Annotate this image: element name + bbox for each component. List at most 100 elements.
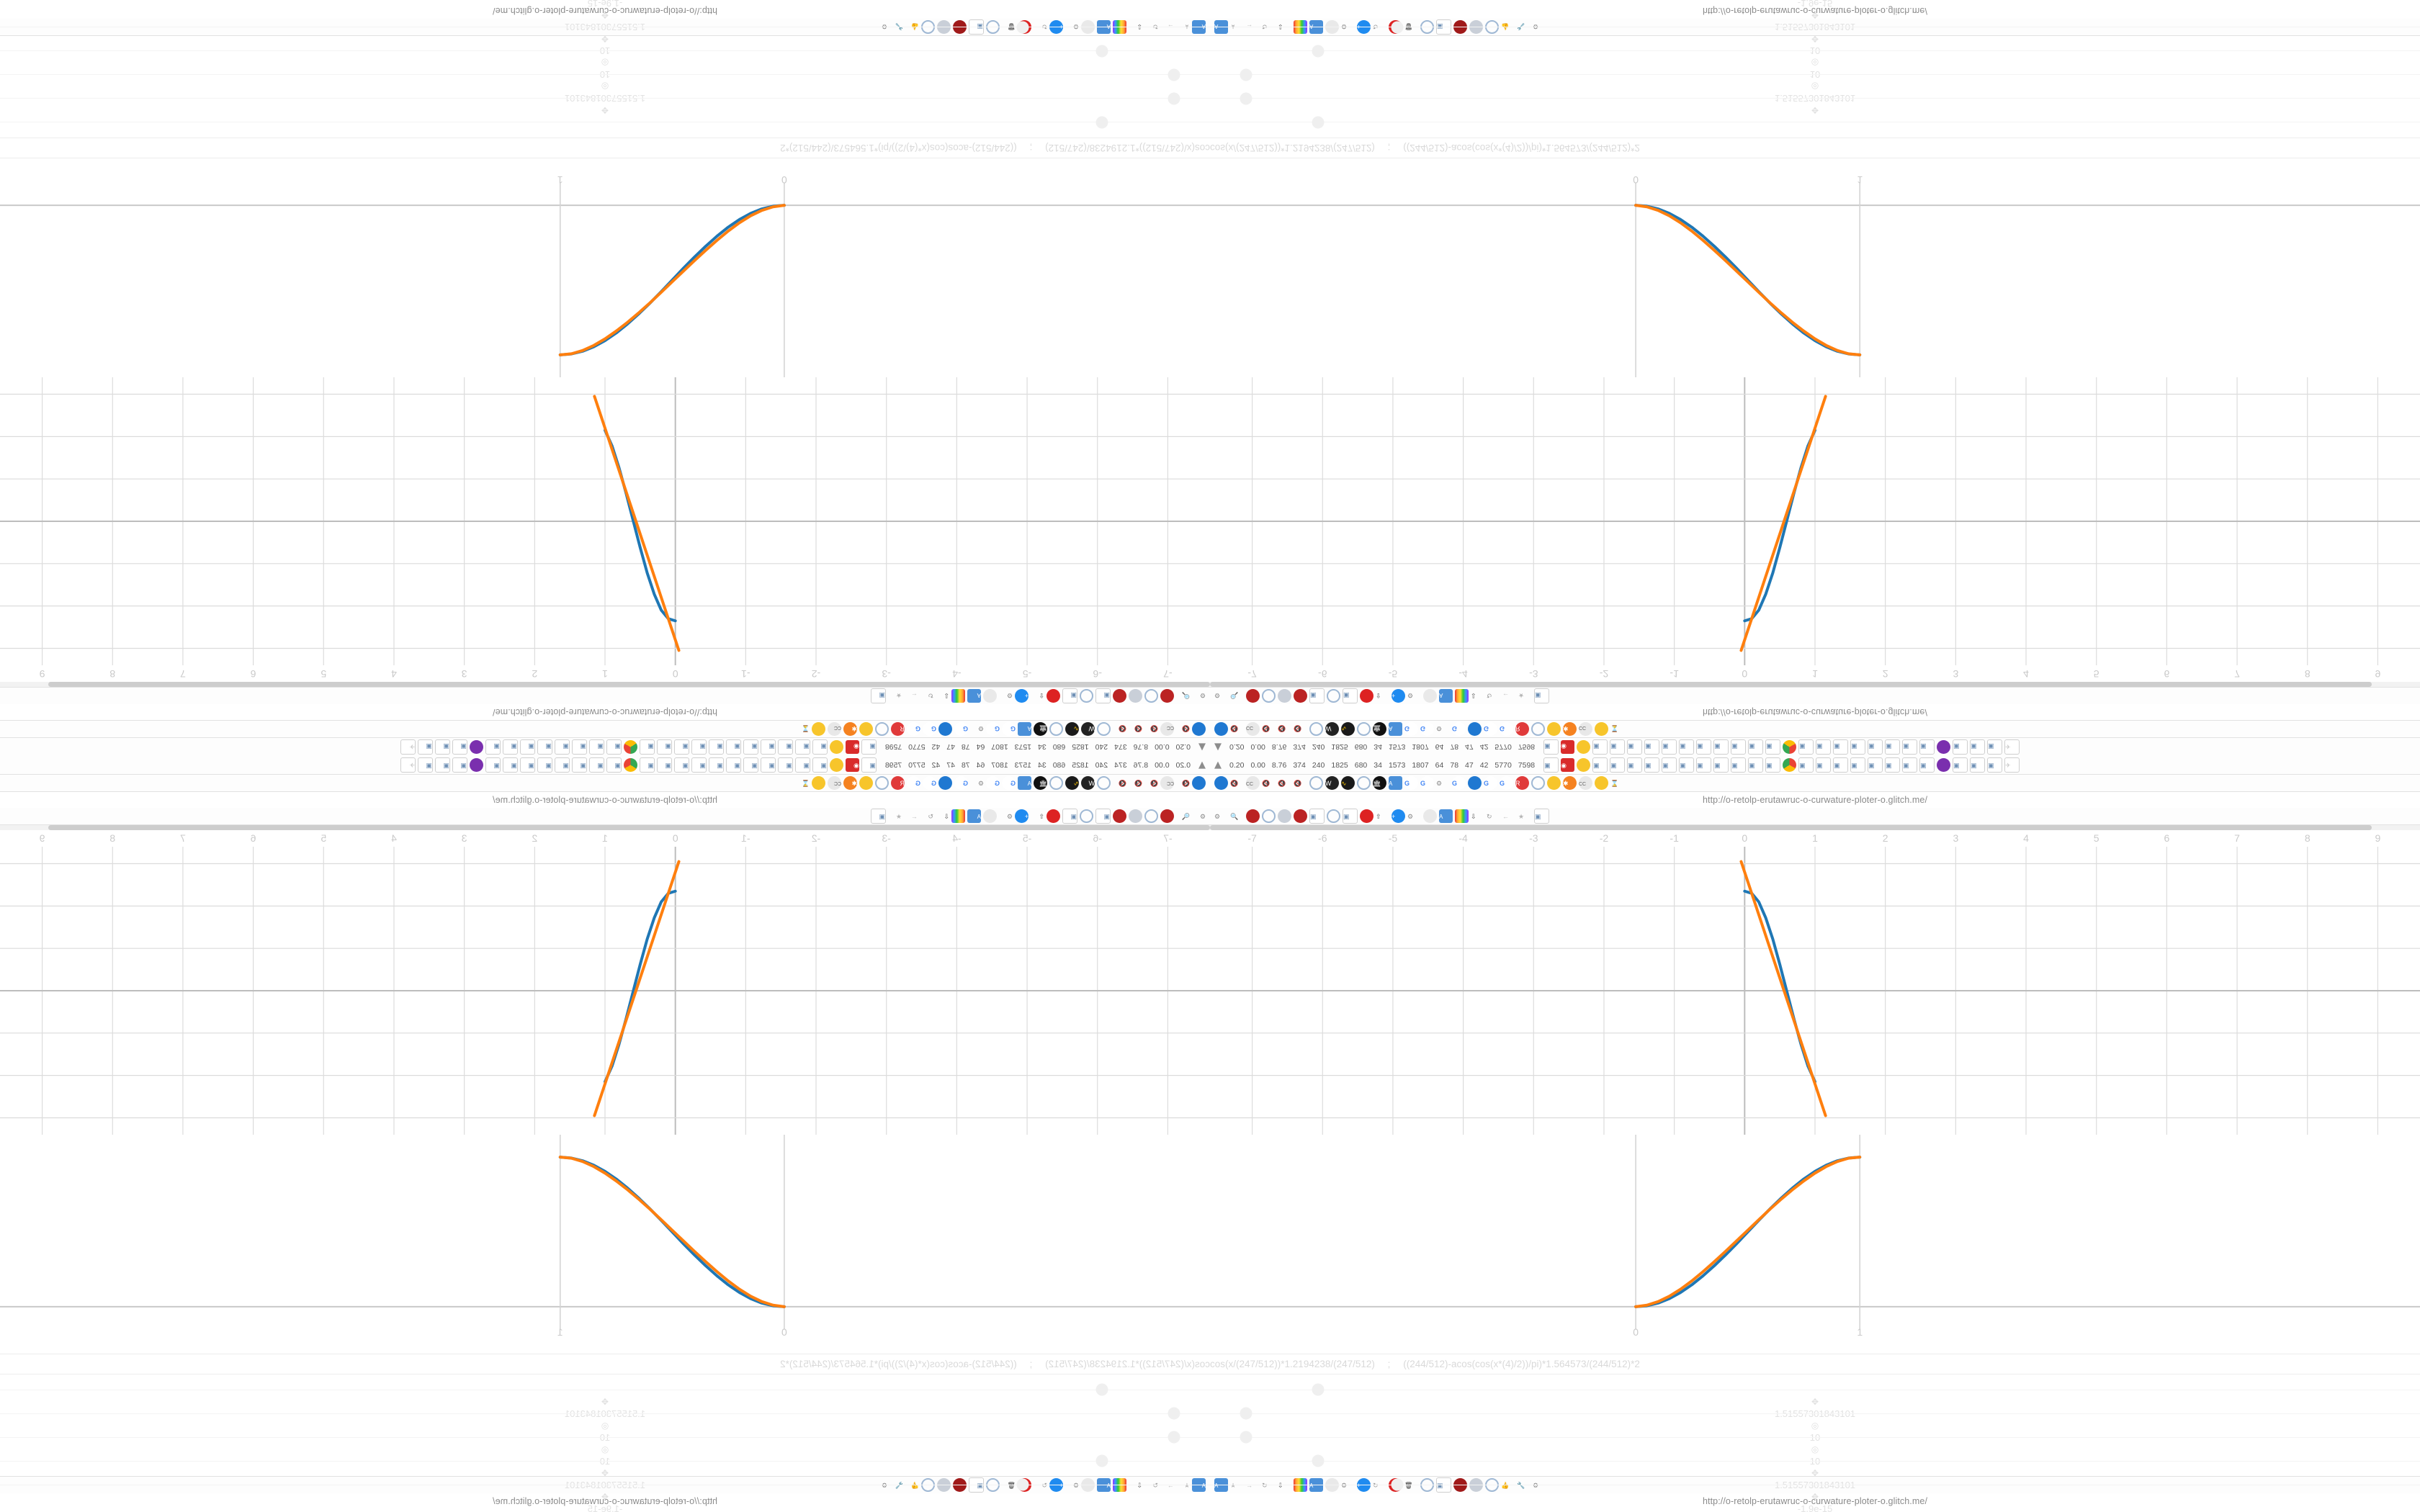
globe-blue-icon[interactable] <box>1049 722 1063 736</box>
camera-icon[interactable]: ▣ <box>588 739 604 755</box>
nav-icon-row[interactable]: ⚙ 🔍 ▣ ▣ ⇧ + ⚙ A ⇩ ↻ ← ★ ▣ <box>1210 808 2420 824</box>
mute-icon[interactable]: 🔇 <box>1134 725 1142 732</box>
globe-icon[interactable] <box>1262 809 1276 823</box>
grid-globe-icon[interactable] <box>875 776 889 790</box>
calculator-icon[interactable]: ▣ <box>1850 757 1866 773</box>
colorwheel-globe-icon[interactable] <box>1080 689 1093 703</box>
paper-plane-icon[interactable]: ✈ <box>400 739 416 755</box>
photo-icon[interactable] <box>859 776 873 790</box>
magnifier-icon[interactable]: 🔍 <box>1230 692 1239 699</box>
colorwheel-globe-icon[interactable] <box>1080 809 1093 823</box>
globe-blue-icon[interactable] <box>1097 776 1111 790</box>
document-stack-icon[interactable]: ▣ <box>691 757 707 773</box>
slider-knob-offset[interactable] <box>1391 21 1404 34</box>
calculator-icon[interactable]: ▣ <box>1833 739 1849 755</box>
orange-sun-icon[interactable]: ✱ <box>843 722 857 736</box>
gear-icon[interactable]: ⚙ <box>1341 1482 1348 1489</box>
download-icon[interactable]: ⇩ <box>944 692 949 699</box>
slider-track-samples-a[interactable] <box>1210 98 2420 99</box>
waveform-icon[interactable]: ∿ <box>1341 776 1355 790</box>
orange-sun-icon[interactable]: ✱ <box>843 776 857 790</box>
chrome-icon[interactable] <box>623 740 637 754</box>
shield-icon[interactable] <box>1129 689 1142 703</box>
google-g-icon[interactable]: G <box>1404 722 1418 736</box>
stumbleupon-icon[interactable] <box>1294 809 1307 823</box>
page-scrollbar[interactable] <box>0 682 1210 687</box>
document-stack-icon[interactable]: ▣ <box>1731 739 1747 755</box>
download-icon[interactable]: ⇩ <box>1278 1482 1283 1489</box>
bank-icon[interactable]: 🏛 <box>1034 722 1047 736</box>
blue-swirl-icon[interactable] <box>1192 722 1206 736</box>
slider-track-samples-b[interactable] <box>1210 74 2420 75</box>
reload-icon[interactable]: ↻ <box>928 692 933 699</box>
record-red-icon[interactable] <box>1047 689 1060 703</box>
calculator-icon[interactable]: ▣ <box>1868 739 1883 755</box>
mute-icon[interactable]: 🔇 <box>1134 780 1142 787</box>
google-g-icon[interactable]: G <box>986 722 1000 736</box>
yandex-icon[interactable]: R <box>891 776 905 790</box>
red-gear-icon[interactable]: ⚙ <box>1436 725 1443 732</box>
star-icon[interactable]: ★ <box>1518 813 1525 820</box>
document-stack-icon[interactable]: ▣ <box>1696 757 1712 773</box>
slider-knob-samples-b[interactable] <box>1240 68 1252 81</box>
blue-drop-icon[interactable] <box>938 776 952 790</box>
globe-blue-icon[interactable] <box>1357 722 1371 736</box>
slider-knob-offset[interactable] <box>1016 1478 1029 1491</box>
barcode-icon[interactable]: ▣ <box>1343 809 1358 824</box>
slider-knob-phase[interactable] <box>1312 1454 1325 1467</box>
floppy-disk-icon[interactable]: ▣ <box>1765 739 1781 755</box>
closed-caption-icon[interactable]: CC <box>1160 722 1174 736</box>
id-card-icon[interactable]: ▣ <box>1309 688 1325 703</box>
no-sound-icon[interactable]: 🔇 <box>1294 780 1302 787</box>
closed-caption-icon[interactable]: CC <box>1246 722 1260 736</box>
document-stack-icon[interactable]: ▣ <box>417 757 433 773</box>
globe-icon[interactable] <box>1262 689 1276 703</box>
red-gear-icon[interactable]: ⚙ <box>977 780 984 787</box>
slider-track-samples-b[interactable] <box>1210 1437 2420 1438</box>
calculator-icon[interactable]: ▣ <box>1902 739 1918 755</box>
yandex-icon[interactable]: R <box>1515 722 1529 736</box>
formula-right-text[interactable]: ((244/512)-acos(cos(x*(4)/2))/pi)*1.5645… <box>1403 143 1640 153</box>
id-card-icon[interactable]: ▣ <box>1309 809 1325 824</box>
upload-blue-icon[interactable]: ⇧ <box>1376 813 1381 820</box>
chevron-up-icon[interactable]: ▲ <box>1214 760 1222 770</box>
stumbleupon-icon[interactable] <box>1113 809 1126 823</box>
hourglass-icon[interactable]: ⌛ <box>1610 725 1619 732</box>
gear-icon[interactable]: ⚙ <box>1214 692 1221 699</box>
capsule-icon[interactable] <box>1423 809 1437 823</box>
slider-knob-phase[interactable] <box>1312 45 1325 58</box>
document-stack-icon[interactable]: ▣ <box>1679 757 1695 773</box>
google-g-icon[interactable]: G <box>1002 722 1016 736</box>
gear-icon[interactable]: ⚙ <box>1199 813 1206 820</box>
red-target-icon[interactable]: ◉ <box>845 740 859 754</box>
document-stack-icon[interactable]: ▣ <box>656 757 672 773</box>
wikipedia-w-icon[interactable]: W <box>1081 722 1095 736</box>
translate-blue-icon[interactable]: A <box>1439 689 1453 703</box>
document-stack-icon[interactable]: ▣ <box>452 739 467 755</box>
page-scrollbar[interactable] <box>0 825 1210 830</box>
document-stack-icon[interactable]: ▣ <box>1592 739 1608 755</box>
no-sound-icon[interactable]: 🔇 <box>1294 725 1302 732</box>
blue-drop-icon[interactable] <box>938 722 952 736</box>
back-arrow-icon[interactable]: ← <box>911 692 918 699</box>
barcode-icon[interactable]: ▣ <box>1062 688 1077 703</box>
document-stack-icon[interactable]: ▣ <box>1627 757 1643 773</box>
magnifier-icon[interactable]: 🔍 <box>1181 692 1190 699</box>
calculator-icon[interactable]: ▣ <box>519 757 535 773</box>
gear-icon[interactable]: ⚙ <box>1199 692 1206 699</box>
capsule-icon[interactable] <box>983 809 997 823</box>
wikipedia-w-icon[interactable]: W <box>1325 776 1339 790</box>
google-g-icon[interactable]: G <box>923 776 936 790</box>
mute-icon[interactable]: 🔇 <box>1181 780 1190 787</box>
slider-knob-amplitude[interactable] <box>1095 116 1108 129</box>
google-g-icon[interactable]: G <box>1484 722 1497 736</box>
google-g-icon[interactable]: G <box>954 776 968 790</box>
closed-caption-icon[interactable]: CC <box>1160 776 1174 790</box>
formula-right-text[interactable]: ((244/512)-acos(cos(x*(4)/2))/pi)*1.5645… <box>780 143 1017 153</box>
notes-icon[interactable]: ▣ <box>871 688 886 703</box>
cast-icon[interactable] <box>1160 809 1174 823</box>
calculator-icon[interactable]: ▣ <box>1543 757 1559 773</box>
floppy-disk-icon[interactable]: ▣ <box>639 739 655 755</box>
slider-knob-samples-a[interactable] <box>1168 1407 1180 1420</box>
page-scrollbar[interactable] <box>1210 825 2420 830</box>
